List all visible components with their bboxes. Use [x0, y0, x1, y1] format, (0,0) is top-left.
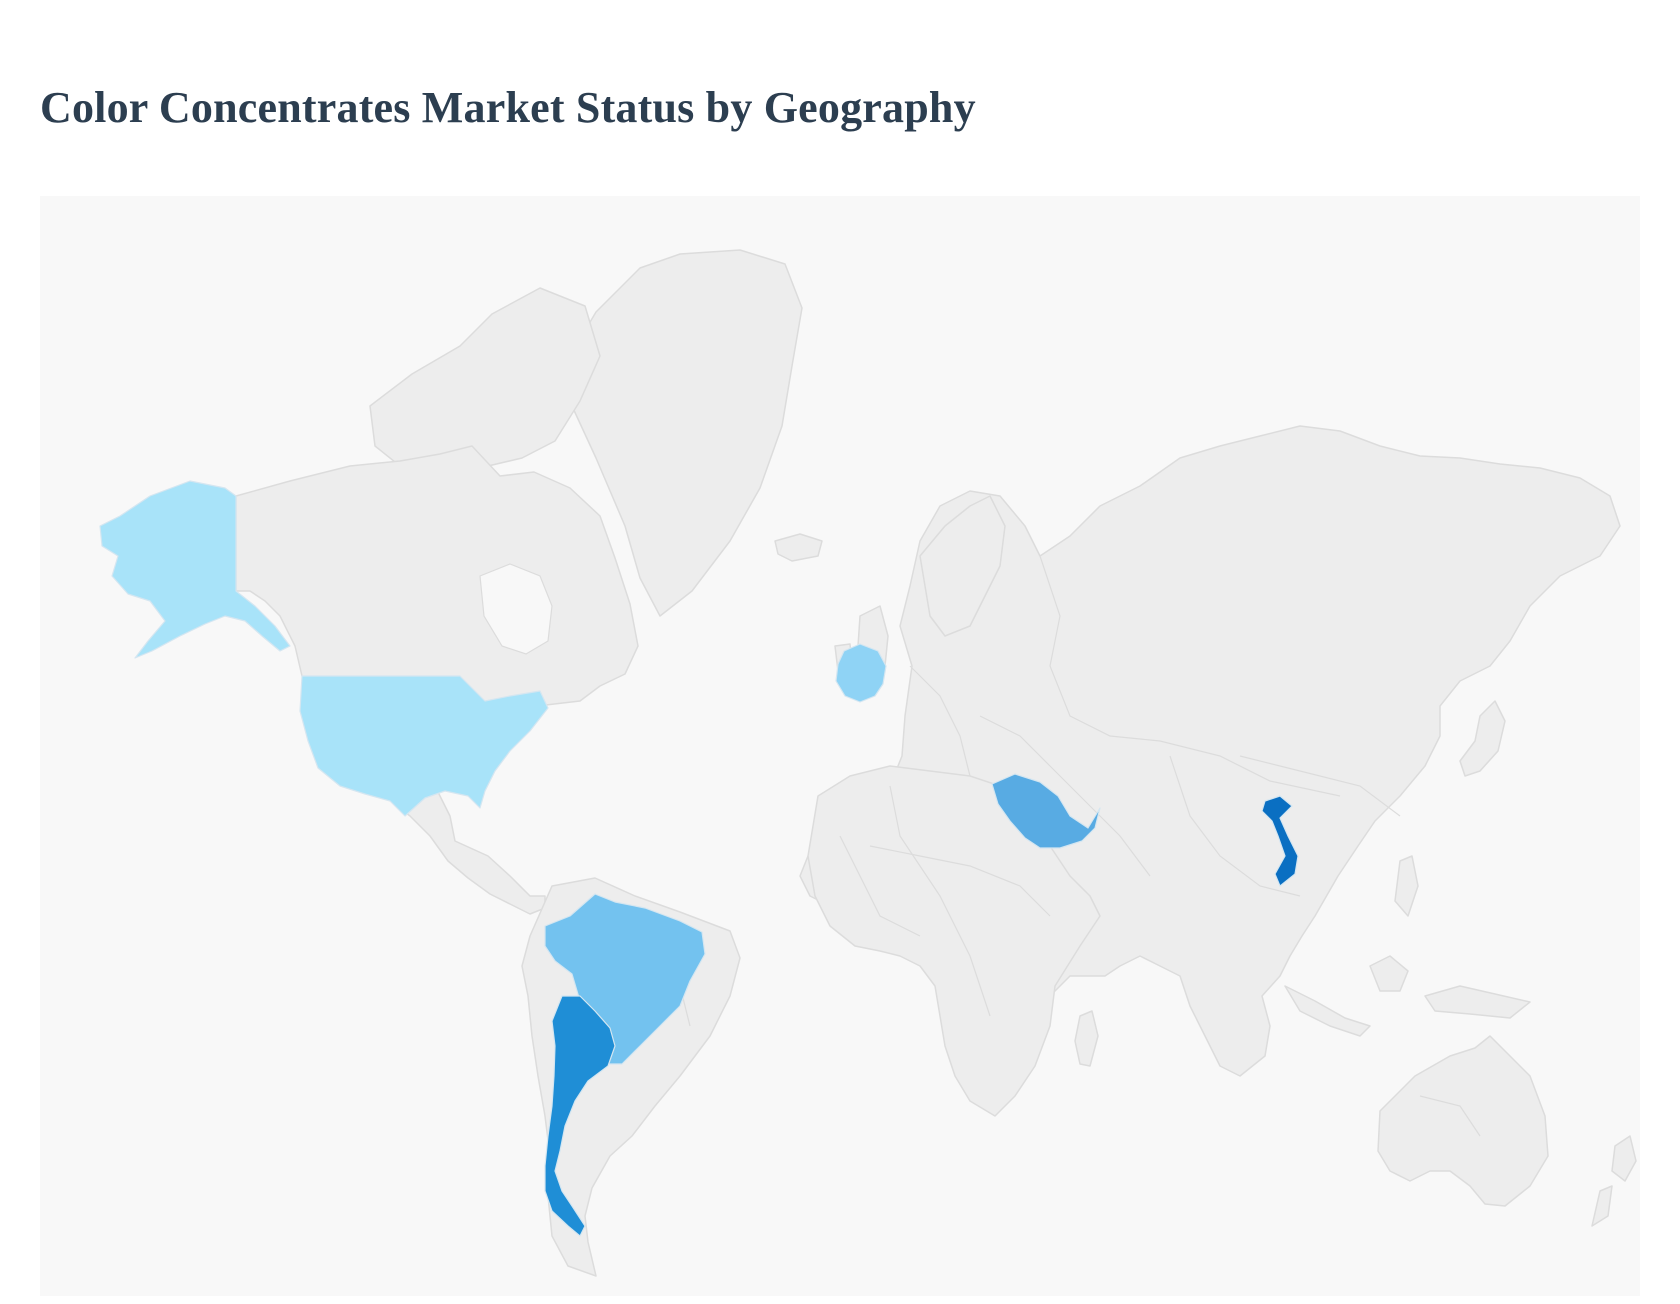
- world-map[interactable]: [40, 196, 1640, 1296]
- land-maritime-asia: [1284, 855, 1531, 1037]
- land-new-zealand: [1591, 1135, 1637, 1227]
- page-title: Color Concentrates Market Status by Geog…: [40, 83, 976, 132]
- highlighted-countries: [99, 480, 1299, 1237]
- world-map-svg: [99, 249, 1637, 1277]
- land-japan: [1459, 700, 1506, 777]
- country-united-states-alaska[interactable]: [99, 480, 291, 659]
- land-arctic-islands: [369, 287, 601, 469]
- land-australia: [1377, 1035, 1549, 1207]
- hudson-bay: [479, 563, 553, 655]
- land-scandinavia: [919, 495, 1006, 637]
- country-brazil[interactable]: [544, 893, 706, 1065]
- land-madagascar: [1074, 1010, 1099, 1067]
- country-vietnam[interactable]: [1261, 795, 1299, 887]
- country-saudi-arabia[interactable]: [991, 773, 1101, 849]
- land-iceland: [774, 533, 823, 562]
- country-argentina[interactable]: [544, 995, 616, 1237]
- country-united-states[interactable]: [299, 675, 549, 817]
- country-germany[interactable]: [835, 643, 887, 703]
